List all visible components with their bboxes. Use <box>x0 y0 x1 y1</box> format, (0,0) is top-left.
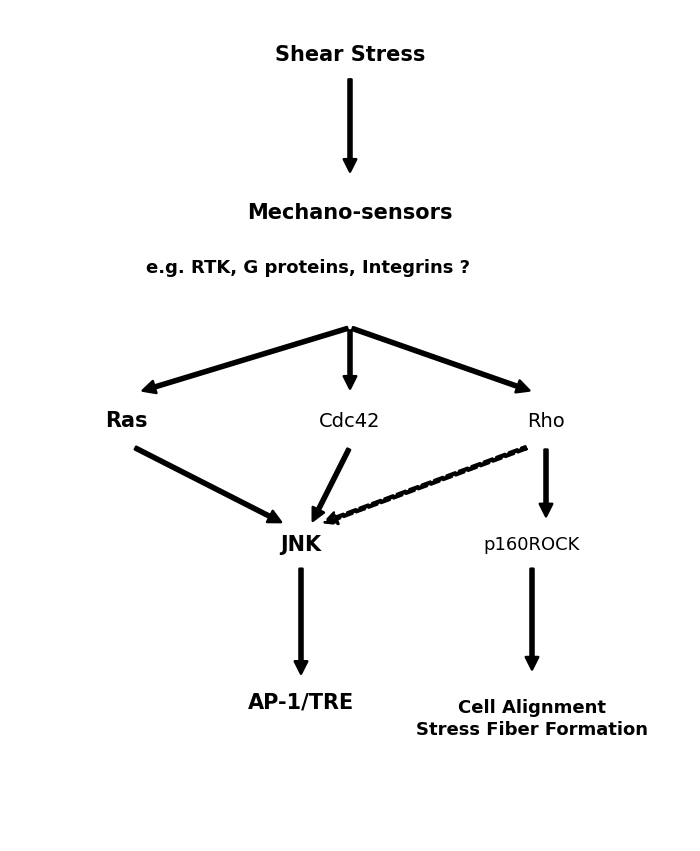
FancyArrowPatch shape <box>295 568 307 674</box>
Text: Mechano-sensors: Mechano-sensors <box>247 203 453 223</box>
FancyArrowPatch shape <box>135 447 281 523</box>
Text: p160ROCK: p160ROCK <box>484 535 580 554</box>
FancyArrowPatch shape <box>344 330 356 389</box>
Text: Rho: Rho <box>527 412 565 431</box>
FancyArrowPatch shape <box>540 449 552 517</box>
FancyArrowPatch shape <box>352 327 529 392</box>
Text: Cdc42: Cdc42 <box>319 412 381 431</box>
FancyArrowPatch shape <box>313 448 350 521</box>
Text: e.g. RTK, G proteins, Integrins ?: e.g. RTK, G proteins, Integrins ? <box>146 259 470 277</box>
Text: JNK: JNK <box>281 534 321 555</box>
FancyArrowPatch shape <box>325 446 526 524</box>
FancyArrowPatch shape <box>344 79 356 172</box>
Text: Cell Alignment
Stress Fiber Formation: Cell Alignment Stress Fiber Formation <box>416 699 648 740</box>
Text: Ras: Ras <box>105 411 147 431</box>
FancyArrowPatch shape <box>143 327 348 393</box>
FancyArrowPatch shape <box>526 568 538 670</box>
Text: AP-1/TRE: AP-1/TRE <box>248 692 354 712</box>
Text: Shear Stress: Shear Stress <box>275 45 425 66</box>
